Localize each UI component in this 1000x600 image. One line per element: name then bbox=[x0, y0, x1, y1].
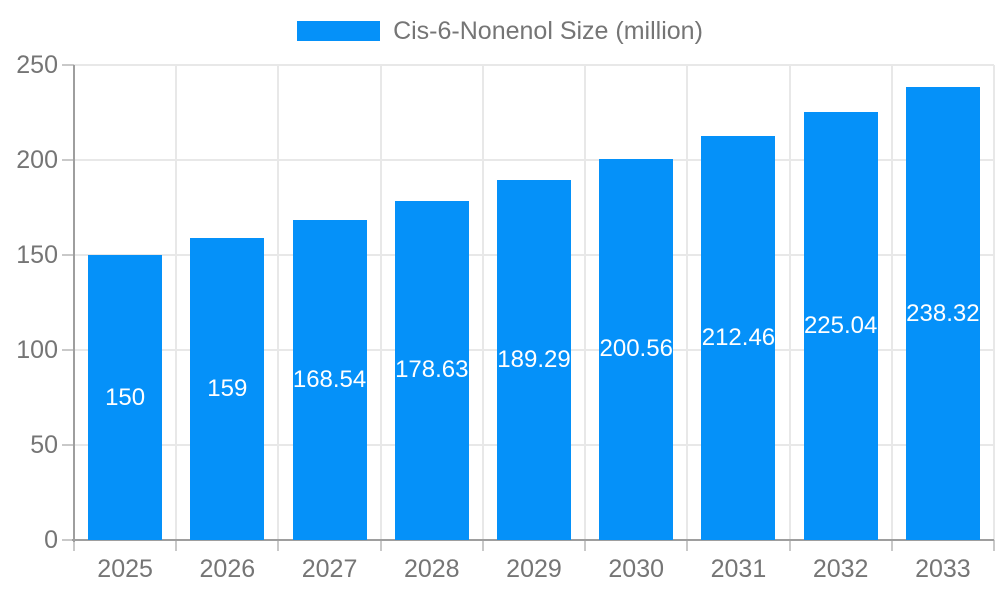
legend-label[interactable]: Cis-6-Nonenol Size (million) bbox=[393, 17, 703, 45]
y-gridline bbox=[74, 159, 994, 161]
bar-value-label: 238.32 bbox=[906, 299, 980, 327]
x-tick-mark bbox=[277, 540, 280, 551]
x-tick-mark bbox=[481, 540, 484, 551]
x-tick-mark bbox=[73, 540, 75, 551]
bar-2030[interactable]: 200.56 bbox=[599, 158, 674, 540]
bar-value-label: 150 bbox=[105, 383, 146, 411]
y-tick-mark bbox=[62, 159, 74, 161]
y-tick-mark bbox=[62, 539, 74, 541]
legend: Cis-6-Nonenol Size (million) bbox=[0, 16, 1000, 46]
bar-value-label: 159 bbox=[207, 374, 248, 402]
legend-swatch[interactable] bbox=[297, 21, 381, 41]
y-axis-tick-label: 100 bbox=[16, 336, 58, 364]
y-tick-mark bbox=[62, 349, 74, 351]
x-axis-tick-label: 2029 bbox=[506, 555, 562, 583]
x-tick-mark bbox=[890, 540, 893, 551]
y-axis-tick-label: 200 bbox=[16, 146, 58, 174]
x-gridline bbox=[890, 65, 893, 540]
x-axis-tick-label: 2027 bbox=[301, 555, 358, 583]
x-tick-mark bbox=[993, 540, 995, 551]
x-gridline bbox=[277, 65, 280, 540]
x-gridline bbox=[584, 65, 587, 540]
y-axis-tick-label: 50 bbox=[30, 431, 58, 459]
y-tick-mark bbox=[62, 254, 74, 256]
x-gridline bbox=[993, 65, 995, 540]
bar-2026[interactable]: 159 bbox=[190, 237, 265, 540]
x-tick-mark bbox=[788, 540, 791, 551]
bar-value-label: 178.63 bbox=[395, 356, 469, 384]
y-axis-tick-label: 250 bbox=[16, 51, 58, 79]
x-axis-tick-label: 2030 bbox=[608, 555, 665, 583]
bar-value-label: 212.46 bbox=[701, 324, 776, 352]
x-axis-tick-label: 2025 bbox=[97, 555, 153, 583]
x-axis-line bbox=[72, 539, 994, 541]
bar-2033[interactable]: 238.32 bbox=[905, 87, 980, 540]
bar-value-label: 168.54 bbox=[292, 365, 367, 393]
bar-2029[interactable]: 189.29 bbox=[497, 180, 571, 540]
x-axis-tick-label: 2028 bbox=[403, 555, 460, 583]
x-axis-tick-label: 2033 bbox=[915, 555, 971, 583]
bar-value-label: 189.29 bbox=[497, 346, 571, 374]
x-tick-mark bbox=[584, 540, 587, 551]
y-axis-tick-label: 150 bbox=[16, 241, 58, 269]
bar-value-label: 225.04 bbox=[803, 312, 878, 340]
bar-2027[interactable]: 168.54 bbox=[292, 219, 367, 540]
y-axis-line bbox=[73, 65, 75, 542]
x-gridline bbox=[175, 65, 178, 540]
y-gridline bbox=[74, 64, 994, 66]
y-axis-tick-label: 0 bbox=[44, 526, 58, 554]
bar-2032[interactable]: 225.04 bbox=[803, 112, 878, 540]
bar-2028[interactable]: 178.63 bbox=[394, 200, 469, 540]
x-axis-tick-label: 2026 bbox=[199, 555, 256, 583]
x-axis-tick-label: 2032 bbox=[812, 555, 869, 583]
bar-2031[interactable]: 212.46 bbox=[701, 136, 776, 540]
x-gridline bbox=[686, 65, 689, 540]
y-tick-mark bbox=[62, 64, 74, 66]
x-gridline bbox=[481, 65, 484, 540]
x-tick-mark bbox=[175, 540, 178, 551]
bar-2025[interactable]: 150 bbox=[88, 255, 163, 540]
x-axis-tick-label: 2031 bbox=[710, 555, 767, 583]
x-tick-mark bbox=[686, 540, 689, 551]
x-tick-mark bbox=[379, 540, 382, 551]
bar-value-label: 200.56 bbox=[599, 335, 673, 363]
x-gridline bbox=[379, 65, 382, 540]
x-gridline bbox=[788, 65, 791, 540]
y-tick-mark bbox=[62, 444, 74, 446]
